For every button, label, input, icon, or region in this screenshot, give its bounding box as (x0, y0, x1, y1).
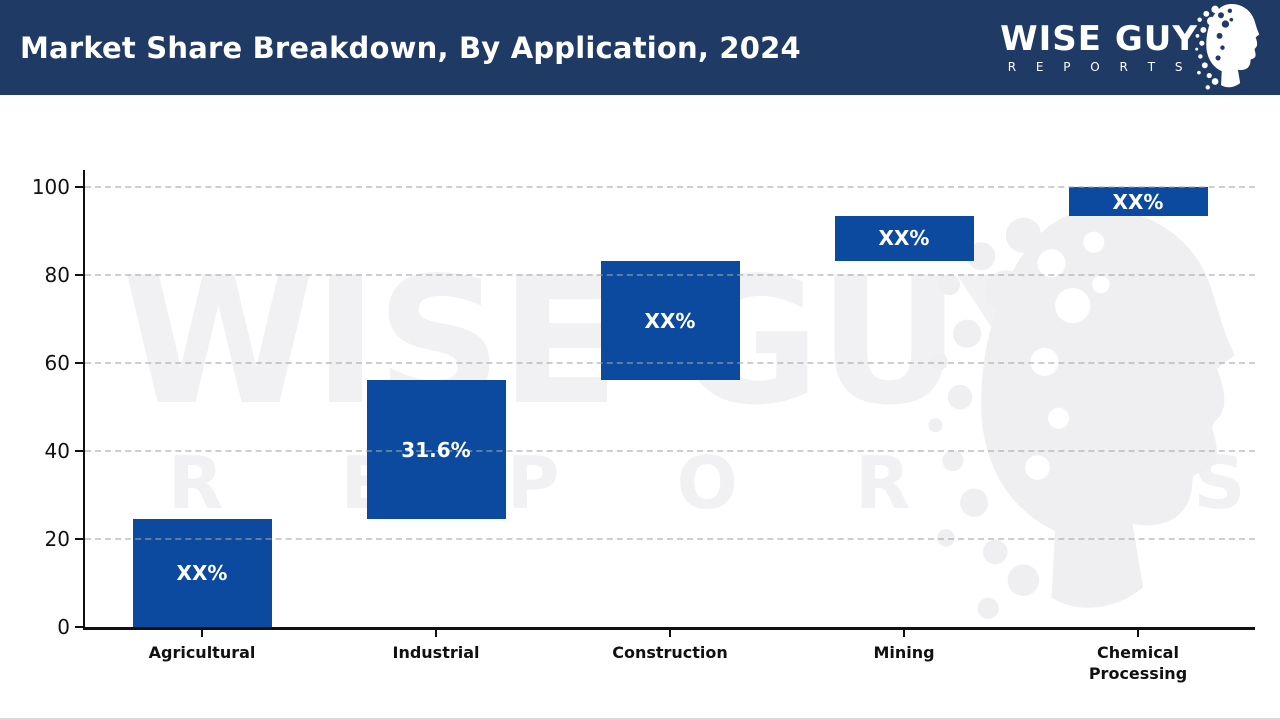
y-tick-label: 80 (44, 263, 70, 287)
y-tick-mark (75, 362, 84, 364)
bar-chemical-processing (1068, 187, 1208, 217)
x-axis-label: Chemical Processing (1088, 643, 1188, 683)
bar-value-label: XX% (176, 561, 228, 586)
gridline-100 (85, 186, 1255, 188)
y-tick-mark (75, 186, 84, 188)
bar-value-label: 31.6% (401, 437, 471, 462)
x-axis-label: Construction (612, 643, 728, 662)
bar-value-label: XX% (644, 308, 696, 333)
bar-value-label: XX% (1112, 189, 1164, 214)
header-bar: Market Share Breakdown, By Application, … (0, 0, 1280, 95)
logo-text: WISE GUY R E P O R T S (1000, 22, 1198, 73)
bar-value-label: XX% (878, 226, 930, 251)
y-tick-label: 20 (44, 527, 70, 551)
gridline-40 (85, 450, 1255, 452)
bar-agricultural (132, 519, 272, 627)
bar-mining (834, 216, 974, 261)
x-tick-mark (903, 629, 905, 637)
gridline-60 (85, 362, 1255, 364)
bar-construction (600, 260, 740, 381)
x-axis-label: Agricultural (148, 643, 256, 662)
y-tick-label: 100 (31, 175, 70, 199)
x-axis-line (83, 627, 1255, 630)
x-tick-mark (669, 629, 671, 637)
y-tick-mark (75, 538, 84, 540)
chart-title: Market Share Breakdown, By Application, … (20, 30, 801, 65)
logo-face-icon (1195, 3, 1260, 90)
bar-industrial (366, 380, 506, 520)
watermark-face-icon (928, 209, 1235, 619)
chart-plot-area: WISE GUY R E P O R T S 0 20 40 60 80 100 XX% Ag… (0, 95, 1280, 718)
wise-guy-logo: WISE GUY R E P O R T S (1000, 2, 1270, 94)
x-tick-mark (201, 629, 203, 637)
x-axis-label: Industrial (392, 643, 480, 662)
y-tick-label: 40 (44, 439, 70, 463)
logo-wordmark: WISE GUY (1000, 19, 1198, 59)
y-tick-label: 60 (44, 351, 70, 375)
y-axis-line (83, 170, 85, 629)
gridline-20 (85, 538, 1255, 540)
gridline-80 (85, 274, 1255, 276)
y-tick-mark (75, 274, 84, 276)
x-tick-mark (1137, 629, 1139, 637)
x-axis-label: Mining (873, 643, 935, 662)
logo-subtitle: R E P O R T S (1007, 60, 1191, 74)
x-tick-mark (435, 629, 437, 637)
y-tick-mark (75, 626, 84, 628)
y-tick-mark (75, 450, 84, 452)
y-tick-label: 0 (57, 615, 70, 639)
